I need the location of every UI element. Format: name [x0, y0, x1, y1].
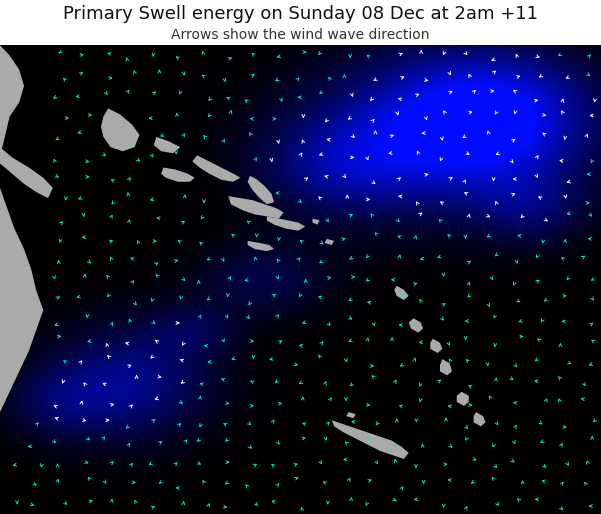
Polygon shape	[346, 412, 356, 418]
Polygon shape	[0, 45, 43, 514]
Polygon shape	[440, 359, 452, 375]
Text: Primary Swell energy on Sunday 08 Dec at 2am +11: Primary Swell energy on Sunday 08 Dec at…	[63, 5, 538, 23]
Polygon shape	[154, 137, 180, 153]
Polygon shape	[430, 339, 442, 353]
Polygon shape	[457, 392, 469, 406]
Polygon shape	[267, 216, 305, 231]
Polygon shape	[409, 318, 423, 333]
Polygon shape	[313, 218, 320, 225]
Polygon shape	[192, 155, 240, 182]
Text: Arrows show the wind wave direction: Arrows show the wind wave direction	[171, 28, 430, 42]
Polygon shape	[474, 412, 486, 426]
Polygon shape	[394, 286, 409, 300]
Polygon shape	[161, 168, 195, 182]
Polygon shape	[248, 241, 274, 251]
Polygon shape	[332, 420, 409, 459]
Polygon shape	[325, 239, 334, 245]
Polygon shape	[248, 176, 274, 204]
Polygon shape	[228, 196, 284, 218]
Polygon shape	[101, 108, 139, 151]
Polygon shape	[0, 147, 53, 198]
